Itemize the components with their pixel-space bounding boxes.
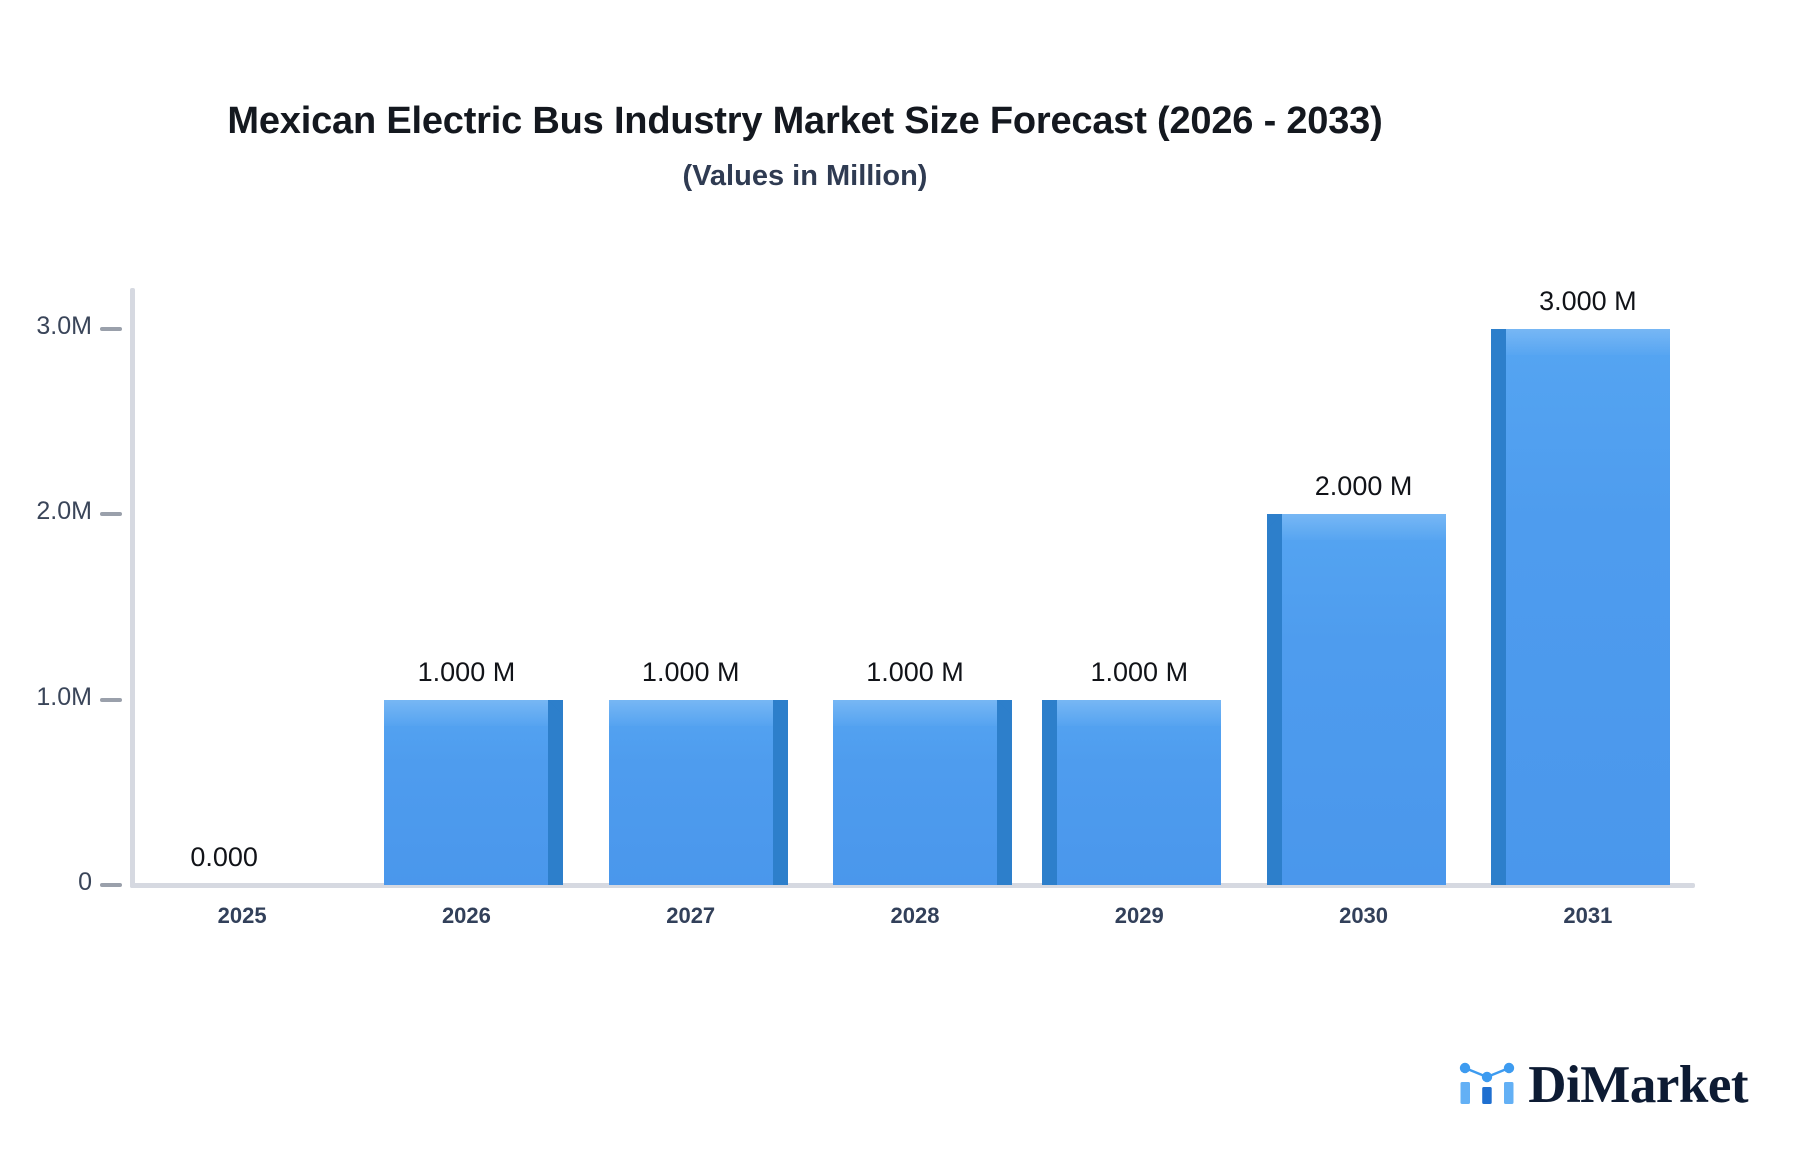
bar-front-face [384, 699, 549, 885]
x-tick-label: 2027 [666, 903, 716, 928]
x-tick-label: 2029 [1114, 903, 1164, 928]
bar-group: 1.000 M [608, 292, 788, 885]
bar-group: 1.000 M [833, 292, 1012, 885]
bar-group: 1.000 M [1042, 292, 1222, 885]
bar-side-face [997, 699, 1012, 885]
bar-sheen [833, 699, 997, 726]
bar-front-face [1057, 699, 1222, 885]
x-tick-label: 2031 [1563, 903, 1613, 928]
x-tick-label: 2025 [217, 903, 267, 928]
bar-value-label: 1.000 M [1090, 656, 1189, 687]
bar-group: 0.000 [160, 292, 324, 885]
page-title: Mexican Electric Bus Industry Market Siz… [227, 100, 1383, 142]
bar[interactable] [608, 699, 788, 885]
bar-value-label: 0.000 [190, 842, 258, 872]
bar-sheen [1505, 329, 1670, 356]
bar-side-face [772, 699, 788, 885]
bar-front-face [1281, 514, 1446, 885]
bar-sheen [1057, 699, 1222, 726]
brand-logo[interactable]: DiMarket [1458, 1059, 1748, 1112]
bar-value-label: 1.000 M [641, 656, 740, 687]
bar[interactable] [1490, 329, 1670, 885]
y-tick-label: 0 [78, 868, 92, 896]
y-tick-label: 1.0M [36, 682, 92, 711]
y-tick-mark [100, 512, 122, 517]
bar-top-bevel [548, 699, 564, 715]
bar-side-face [548, 699, 564, 885]
x-tick-label: 2028 [890, 903, 940, 928]
bar-value-label: 1.000 M [417, 656, 516, 687]
bar-group: 2.000 M [1266, 292, 1446, 885]
x-axis-labels: 2025 2026 2027 2028 2029 2030 2031 [130, 903, 1700, 943]
title-block: Mexican Electric Bus Industry Market Siz… [0, 100, 1610, 193]
y-tick-mark [100, 883, 122, 887]
y-tick-label: 2.0M [36, 497, 92, 526]
bar-front-face [608, 699, 773, 885]
bar-group: 3.000 M [1490, 286, 1670, 885]
y-tick-mark [100, 697, 122, 702]
bar[interactable] [384, 699, 564, 885]
bar[interactable] [1042, 699, 1222, 885]
bar-sheen [1281, 514, 1446, 541]
bar-front-face [833, 699, 997, 885]
bar-front-face [1505, 329, 1670, 885]
y-tick-mark [100, 327, 122, 332]
x-tick-label: 2026 [441, 903, 491, 928]
bar-value-label: 3.000 M [1539, 286, 1637, 317]
bar-top-bevel [772, 699, 788, 715]
y-axis-line [130, 288, 135, 888]
bar-side-face [1266, 514, 1282, 885]
bar-side-face [1490, 329, 1506, 885]
bar-top-bevel [1490, 329, 1506, 345]
x-axis-line [130, 883, 1695, 888]
bar-top-bevel [1042, 699, 1058, 715]
bar-top-bevel [997, 699, 1012, 715]
bar-series: 0.000 1.000 M 1.000 M 1.000 M 1.000 M 2.000 M… [130, 286, 1700, 885]
y-tick-label: 3.0M [36, 312, 92, 341]
brand-name: DiMarket [1528, 1056, 1748, 1114]
bar-top-bevel [1266, 514, 1282, 530]
bar-sheen [384, 699, 549, 726]
bar-chart-dots-icon [1458, 1060, 1516, 1111]
x-tick-label: 2030 [1339, 903, 1389, 928]
bar[interactable] [1266, 514, 1446, 885]
bar-value-label: 1.000 M [866, 656, 964, 687]
bar-sheen [608, 699, 773, 726]
bar-side-face [1042, 699, 1058, 885]
bar[interactable] [833, 699, 1012, 885]
bar-group: 1.000 M [384, 292, 564, 885]
bar-value-label: 2.000 M [1314, 471, 1413, 502]
chart-subtitle: (Values in Million) [682, 159, 928, 192]
